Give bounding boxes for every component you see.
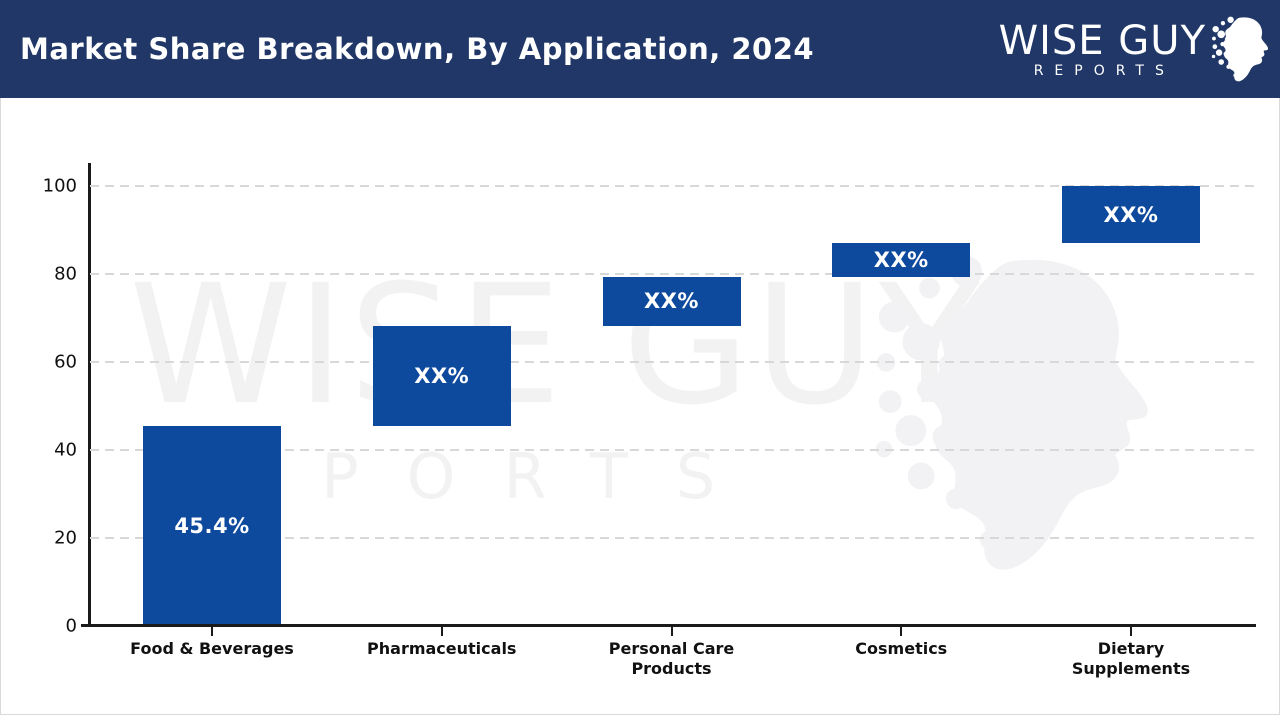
x-category-label-food-beverages: Food & Beverages bbox=[96, 639, 328, 659]
bar-pharmaceuticals: XX% bbox=[372, 325, 511, 427]
logo-brand-name: WISE GUY bbox=[998, 17, 1206, 64]
y-tick-label-20: 20 bbox=[54, 527, 77, 549]
x-tick-cosmetics bbox=[900, 627, 903, 636]
x-category-label-line: Pharmaceuticals bbox=[367, 639, 517, 658]
x-category-label-line: Dietary bbox=[1097, 639, 1165, 658]
x-tick-pharmaceuticals bbox=[440, 627, 443, 636]
y-tick-label-80: 80 bbox=[54, 263, 77, 285]
gridline-60 bbox=[90, 361, 1256, 363]
x-category-label-line: Cosmetics bbox=[855, 639, 948, 658]
x-tick-dietary-supplements bbox=[1130, 627, 1132, 636]
x-category-label-cosmetics: Cosmetics bbox=[785, 639, 1017, 659]
bar-cosmetics: XX% bbox=[832, 243, 971, 277]
x-category-label-personal-care-products: Personal Care Products bbox=[556, 639, 788, 679]
bar-food-beverages: 45.4% bbox=[143, 426, 281, 626]
bar-value-label-dietary-supplements: XX% bbox=[1103, 202, 1159, 227]
watermark-face-icon bbox=[875, 256, 1148, 570]
x-axis-line bbox=[81, 624, 1256, 627]
x-category-label-line: Personal Care bbox=[608, 639, 735, 658]
x-tick-personal-care-products bbox=[670, 627, 673, 636]
bar-dietary-supplements: XX% bbox=[1062, 186, 1200, 244]
gridline-100 bbox=[90, 185, 1256, 187]
x-category-label-dietary-supplements: Dietary Supplements bbox=[1015, 639, 1247, 679]
x-tick-food-beverages bbox=[211, 627, 213, 636]
bar-value-label-personal-care-products: XX% bbox=[644, 289, 699, 314]
x-category-label-line: Products bbox=[631, 659, 712, 678]
bar-value-label-pharmaceuticals: XX% bbox=[414, 364, 470, 389]
bar-value-label-cosmetics: XX% bbox=[873, 247, 929, 272]
y-tick-label-0: 0 bbox=[65, 615, 77, 637]
wise-guy-logo-text: WISE GUY REPORTS bbox=[999, 21, 1206, 78]
gridline-80 bbox=[90, 273, 1256, 275]
header: Market Share Breakdown, By Application, … bbox=[0, 0, 1280, 98]
bar-personal-care-products: XX% bbox=[602, 276, 741, 326]
wise-guy-face-icon bbox=[1211, 16, 1269, 82]
y-axis-line bbox=[88, 163, 91, 627]
y-tick-label-60: 60 bbox=[54, 351, 77, 373]
y-tick-label-100: 100 bbox=[42, 175, 77, 197]
x-category-label-pharmaceuticals: Pharmaceuticals bbox=[326, 639, 558, 659]
bar-value-label-food-beverages: 45.4% bbox=[174, 514, 250, 539]
gridline-40 bbox=[90, 449, 1256, 451]
x-category-label-line: Supplements bbox=[1071, 659, 1191, 678]
chart-area: WISE GUY REPORTS 0 20 40 60 80 100 45.4% Food &… bbox=[0, 98, 1280, 715]
y-tick-label-40: 40 bbox=[54, 439, 77, 461]
logo-brand-subtitle: REPORTS bbox=[1033, 62, 1175, 79]
wise-guy-logo: WISE GUY REPORTS bbox=[999, 9, 1272, 89]
gridline-20 bbox=[90, 537, 1256, 539]
watermark-text-1: WISE GUY bbox=[129, 249, 984, 441]
page-title: Market Share Breakdown, By Application, … bbox=[20, 32, 815, 66]
x-category-label-line: Food & Beverages bbox=[130, 639, 294, 658]
